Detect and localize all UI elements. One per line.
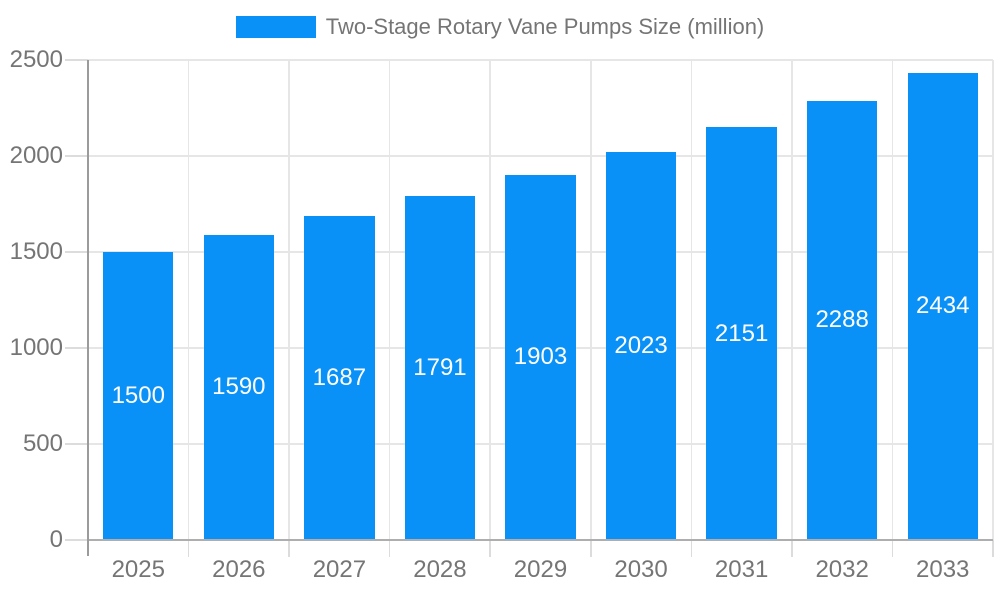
bar-value-label: 1590 — [212, 373, 266, 401]
x-axis-tick — [690, 540, 693, 557]
gridline-vertical — [590, 60, 592, 540]
y-axis-tick-label: 2000 — [9, 142, 63, 169]
legend: Two-Stage Rotary Vane Pumps Size (millio… — [0, 14, 1000, 40]
bar[interactable] — [605, 151, 677, 540]
x-axis-tick — [891, 540, 894, 557]
gridline-vertical — [992, 60, 994, 540]
bar[interactable] — [706, 127, 777, 540]
gridline-vertical — [791, 60, 793, 540]
x-axis-tick-label: 2033 — [916, 556, 970, 583]
y-axis-tick — [65, 347, 88, 349]
x-axis-tick-label: 2030 — [614, 556, 668, 583]
legend-item[interactable]: Two-Stage Rotary Vane Pumps Size (millio… — [235, 14, 765, 40]
bar-value-label: 2434 — [916, 292, 970, 320]
x-axis-tick — [187, 540, 190, 557]
y-axis-tick — [65, 59, 88, 61]
bar-value-label: 1791 — [413, 354, 467, 382]
x-axis-tick-label: 2032 — [815, 556, 869, 583]
x-axis-tick-label: 2029 — [513, 556, 568, 583]
gridline-vertical — [288, 60, 290, 540]
legend-swatch-icon — [235, 16, 316, 38]
bar-value-label: 2151 — [714, 319, 769, 347]
bar[interactable] — [203, 234, 274, 540]
bar[interactable] — [304, 216, 375, 540]
bar[interactable] — [505, 174, 576, 540]
x-axis-tick — [791, 540, 793, 557]
legend-label: Two-Stage Rotary Vane Pumps Size (millio… — [325, 14, 765, 39]
y-axis-tick-label: 0 — [49, 526, 63, 553]
gridline-vertical — [489, 60, 491, 540]
y-axis-tick — [65, 539, 88, 541]
gridline-vertical — [690, 60, 693, 540]
x-axis-tick-label: 2025 — [111, 556, 165, 583]
gridline-horizontal — [88, 155, 993, 157]
bar[interactable] — [806, 100, 878, 540]
x-axis-tick-label: 2026 — [212, 556, 266, 583]
x-axis-tick — [288, 540, 290, 557]
bar-value-label: 2288 — [815, 306, 869, 334]
x-axis-line — [88, 539, 993, 541]
bar[interactable] — [404, 196, 476, 540]
y-axis-tick-label: 1500 — [9, 238, 63, 265]
y-axis-tick-label: 1000 — [9, 334, 63, 361]
y-axis-tick-label: 2500 — [9, 46, 63, 73]
y-axis-tick — [65, 443, 88, 445]
bar-value-label: 1903 — [513, 343, 568, 371]
y-axis-tick — [65, 155, 88, 157]
gridline-vertical — [891, 60, 894, 540]
x-axis-tick-label: 2031 — [714, 556, 769, 583]
bar[interactable] — [103, 252, 174, 540]
x-axis-tick-label: 2028 — [413, 556, 467, 583]
gridline-horizontal — [88, 59, 993, 61]
x-axis-tick-label: 2027 — [312, 556, 367, 583]
bar[interactable] — [907, 72, 978, 540]
bar-value-label: 1687 — [312, 364, 367, 392]
y-axis-tick-label: 500 — [22, 430, 63, 457]
x-axis-tick — [489, 540, 491, 557]
bar-value-label: 2023 — [614, 331, 668, 359]
y-axis-tick — [65, 251, 88, 253]
gridline-vertical — [388, 60, 391, 540]
x-axis-tick — [590, 540, 592, 557]
gridline-vertical — [187, 60, 190, 540]
x-axis-tick — [992, 540, 994, 557]
plot-area: 0 500 1000 1500 2000 2500 1500 2025 1590 2026 1687… — [10, 48, 994, 583]
y-axis-line — [87, 60, 89, 556]
x-axis-tick — [388, 540, 391, 557]
bar-value-label: 1500 — [111, 382, 165, 409]
